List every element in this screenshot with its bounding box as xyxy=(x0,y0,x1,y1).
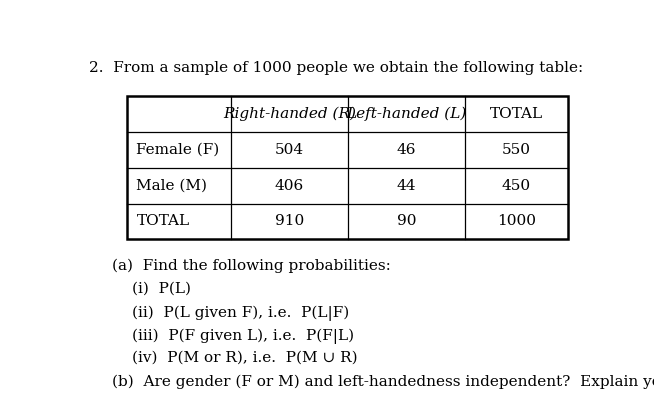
Text: 450: 450 xyxy=(502,178,531,193)
Text: Male (M): Male (M) xyxy=(137,178,207,193)
Text: Right-handed (R): Right-handed (R) xyxy=(223,107,356,121)
Text: TOTAL: TOTAL xyxy=(490,107,543,121)
Text: 44: 44 xyxy=(396,178,416,193)
Text: Female (F): Female (F) xyxy=(137,143,220,157)
Text: (i)  P(L): (i) P(L) xyxy=(132,282,192,296)
Text: 90: 90 xyxy=(396,215,416,228)
Text: Left-handed (L): Left-handed (L) xyxy=(346,107,466,121)
Text: 504: 504 xyxy=(275,143,304,157)
Text: (iv)  P(M or R), i.e.  P(M ∪ R): (iv) P(M or R), i.e. P(M ∪ R) xyxy=(132,351,358,365)
Text: 406: 406 xyxy=(275,178,304,193)
Text: (iii)  P(F given L), i.e.  P(F|L): (iii) P(F given L), i.e. P(F|L) xyxy=(132,328,354,344)
Text: 1000: 1000 xyxy=(497,215,536,228)
Text: 46: 46 xyxy=(396,143,416,157)
Text: 550: 550 xyxy=(502,143,531,157)
Text: (b)  Are gender (F or M) and left-handedness independent?  Explain your answer.: (b) Are gender (F or M) and left-handedn… xyxy=(112,374,654,388)
Text: (ii)  P(L given F), i.e.  P(L|F): (ii) P(L given F), i.e. P(L|F) xyxy=(132,305,350,320)
Text: 910: 910 xyxy=(275,215,304,228)
Text: 2.  From a sample of 1000 people we obtain the following table:: 2. From a sample of 1000 people we obtai… xyxy=(90,61,583,75)
Text: (a)  Find the following probabilities:: (a) Find the following probabilities: xyxy=(112,259,391,273)
Text: TOTAL: TOTAL xyxy=(137,215,190,228)
